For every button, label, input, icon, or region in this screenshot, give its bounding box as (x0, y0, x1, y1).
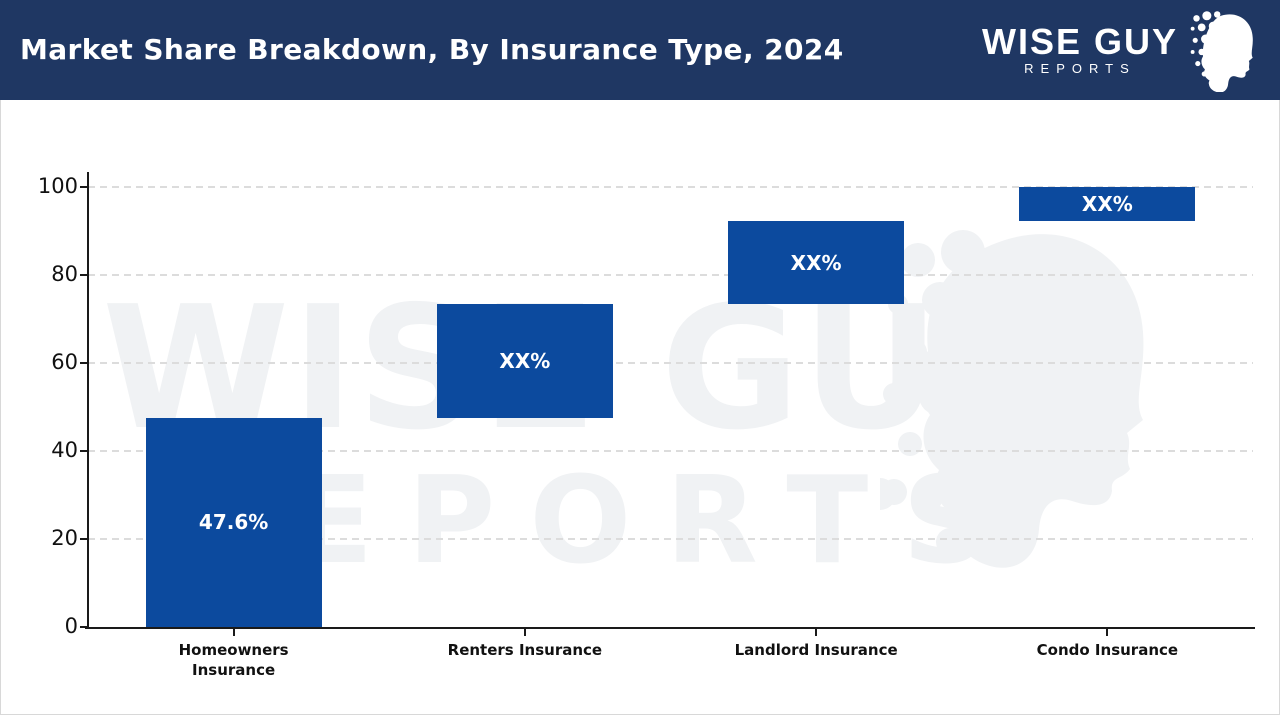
bar-1: 47.6% (145, 417, 322, 627)
bar-2: XX% (436, 304, 613, 418)
x-tick-3 (815, 629, 818, 636)
gridline-20 (88, 538, 1253, 541)
y-tick-label-0: 0 (64, 614, 78, 638)
y-tick-60 (80, 362, 87, 365)
y-tick-20 (80, 538, 87, 541)
watermark-head-logo (880, 230, 1144, 568)
gridline-60 (88, 362, 1253, 365)
x-category-label-4: Condo Insurance (1036, 641, 1179, 659)
bar-label-4: XX% (1081, 192, 1133, 217)
brand-head-icon (1190, 11, 1253, 92)
brand-logo-text: WISE GUY REPORTS (982, 23, 1178, 77)
y-tick-label-100: 100 (37, 174, 78, 199)
x-tick-4 (1106, 629, 1109, 636)
gridline-80 (88, 274, 1253, 277)
bar-3: XX% (728, 221, 905, 305)
y-axis-spine (87, 172, 89, 629)
brand-name: WISE GUY (981, 21, 1178, 62)
y-tick-label-60: 60 (51, 350, 78, 375)
x-tick-2 (523, 629, 526, 636)
bar-4: XX% (1019, 187, 1196, 222)
y-tick-label-40: 40 (51, 438, 78, 463)
bar-label-1: 47.6% (198, 510, 269, 535)
gridline-40 (88, 450, 1253, 453)
gridline-100 (88, 186, 1253, 189)
y-tick-0 (80, 626, 87, 628)
bar-label-3: XX% (790, 250, 842, 275)
x-category-label-1: Homeowners Insurance (178, 641, 289, 679)
y-tick-label-20: 20 (51, 526, 78, 551)
bar-label-2: XX% (499, 349, 551, 374)
y-tick-100 (80, 186, 87, 189)
header-bar: Market Share Breakdown, By Insurance Typ… (0, 0, 1280, 100)
y-tick-label-80: 80 (51, 262, 78, 287)
y-tick-40 (80, 450, 87, 453)
x-tick-1 (232, 629, 235, 636)
x-axis-spine (85, 627, 1255, 629)
x-category-label-3: Landlord Insurance (734, 641, 898, 659)
x-category-label-2: Renters Insurance (447, 641, 603, 659)
y-tick-80 (80, 274, 87, 277)
brand-subname: REPORTS (1024, 61, 1136, 76)
brand-logo: WISE GUY REPORTS (982, 8, 1266, 92)
page-title: Market Share Breakdown, By Insurance Typ… (20, 33, 844, 66)
